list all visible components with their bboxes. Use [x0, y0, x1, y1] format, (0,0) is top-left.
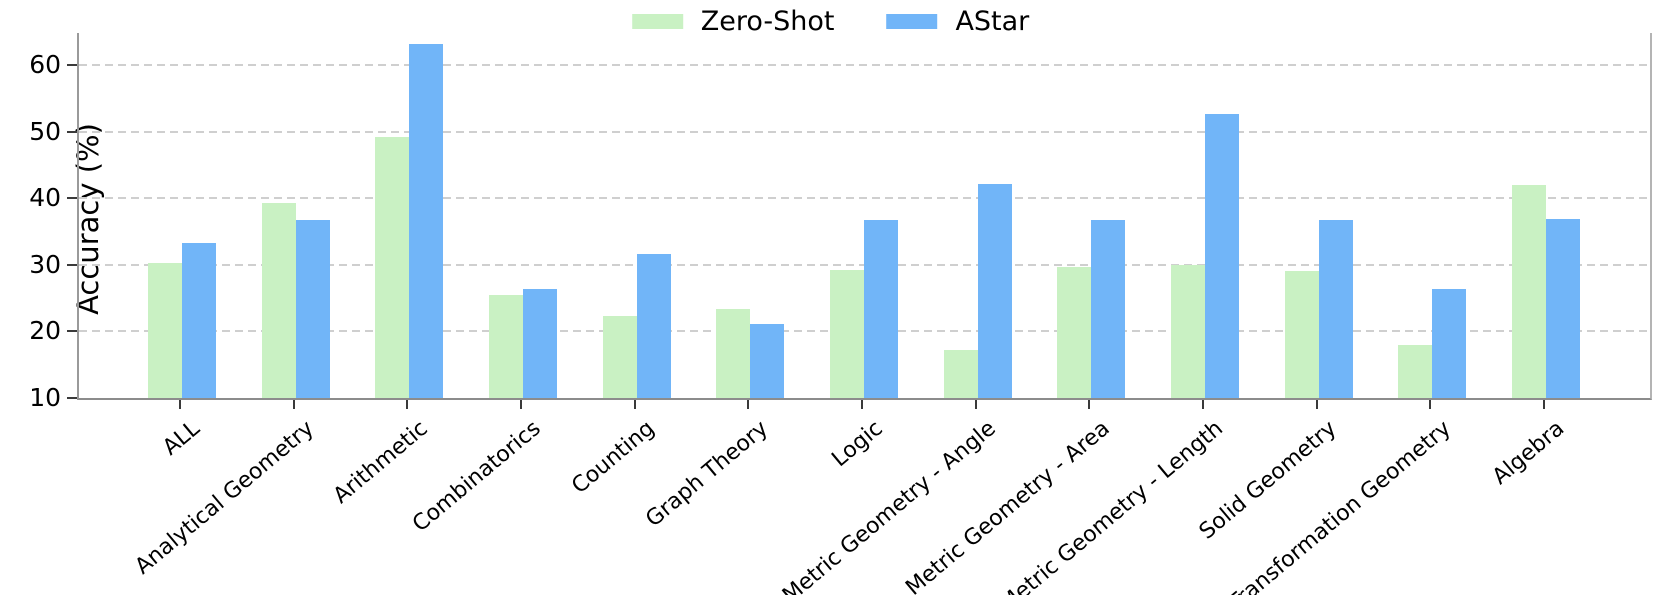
x-tick-5 [747, 400, 750, 409]
bar-astar-arithmetic [409, 43, 444, 398]
bar-zero-shot-combinatorics [489, 294, 523, 398]
bar-astar-counting [636, 254, 671, 398]
bar-zero-shot-transformation-geometry [1398, 345, 1433, 398]
astar-swatch [886, 14, 938, 29]
x-tick-2 [406, 400, 409, 409]
bar-zero-shot-algebra [1512, 184, 1547, 398]
y-tick-10 [67, 397, 77, 399]
bar-astar-all [182, 243, 216, 398]
x-tick-label-logic: Logic [826, 416, 888, 473]
gridline-60 [79, 63, 1650, 66]
zero-shot-swatch [631, 14, 683, 29]
x-tick-3 [520, 400, 522, 409]
bar-astar-analytical-geometry [295, 219, 330, 398]
y-tick-label-30: 30 [29, 249, 61, 279]
x-tick-6 [861, 400, 864, 409]
bar-zero-shot-solid-geometry [1284, 271, 1319, 398]
legend-label-astar: AStar [955, 6, 1030, 37]
y-tick-20 [67, 330, 77, 333]
x-tick-9 [1202, 400, 1205, 409]
plot-area [77, 33, 1652, 400]
y-tick-label-20: 20 [29, 316, 61, 346]
x-tick-11 [1429, 400, 1432, 409]
x-tick-label-arithmetic: Arithmetic [328, 416, 433, 509]
x-tick-label-metric-geometry-angle: Metric Geometry - Angle [778, 416, 1001, 595]
y-tick-30 [67, 263, 77, 266]
y-tick-label-50: 50 [29, 116, 61, 146]
x-tick-label-counting: Counting [567, 416, 660, 500]
x-tick-8 [1088, 400, 1091, 409]
legend-item-zero-shot: Zero-Shot [631, 6, 835, 37]
x-tick-7 [974, 400, 977, 409]
legend-item-astar: AStar [886, 6, 1029, 37]
bar-zero-shot-graph-theory [716, 309, 751, 398]
x-tick-label-graph-theory: Graph Theory [641, 416, 774, 533]
bar-astar-logic [864, 219, 899, 398]
x-tick-0 [179, 400, 181, 409]
x-tick-4 [633, 400, 636, 409]
x-tick-10 [1315, 400, 1318, 409]
bar-astar-metric-geometry-angle [977, 184, 1012, 398]
bar-astar-algebra [1546, 218, 1581, 398]
x-tick-label-all: ALL [158, 416, 206, 461]
y-tick-50 [67, 130, 77, 133]
bar-astar-combinatorics [523, 289, 557, 398]
x-tick-label-transformation-geometry: Transformation Geometry [1223, 416, 1456, 595]
bar-zero-shot-arithmetic [375, 136, 410, 398]
gridline-40 [79, 197, 1650, 200]
gridline-50 [79, 130, 1650, 133]
x-tick-1 [292, 400, 295, 409]
y-tick-60 [67, 63, 77, 66]
y-tick-label-10: 10 [29, 383, 61, 412]
bar-zero-shot-analytical-geometry [261, 202, 296, 398]
y-tick-40 [67, 197, 77, 200]
bar-zero-shot-metric-geometry-length [1171, 264, 1206, 398]
y-tick-label-60: 60 [29, 49, 61, 79]
bar-astar-solid-geometry [1318, 219, 1353, 398]
legend-label-zero-shot: Zero-Shot [700, 6, 835, 37]
x-tick-label-algebra: Algebra [1487, 416, 1570, 490]
bar-astar-transformation-geometry [1432, 289, 1467, 398]
bar-zero-shot-counting [602, 316, 637, 398]
bar-zero-shot-metric-geometry-angle [943, 350, 978, 398]
legend: Zero-Shot AStar [631, 6, 1029, 37]
bar-zero-shot-logic [830, 270, 865, 398]
bar-astar-metric-geometry-length [1205, 114, 1240, 398]
bar-astar-metric-geometry-area [1091, 219, 1126, 398]
bar-zero-shot-all [148, 262, 182, 398]
x-tick-label-metric-geometry-area: Metric Geometry - Area [901, 416, 1115, 595]
y-tick-label-40: 40 [29, 183, 61, 213]
x-tick-12 [1543, 400, 1546, 409]
bar-zero-shot-metric-geometry-area [1057, 266, 1092, 398]
bar-astar-graph-theory [750, 324, 785, 398]
